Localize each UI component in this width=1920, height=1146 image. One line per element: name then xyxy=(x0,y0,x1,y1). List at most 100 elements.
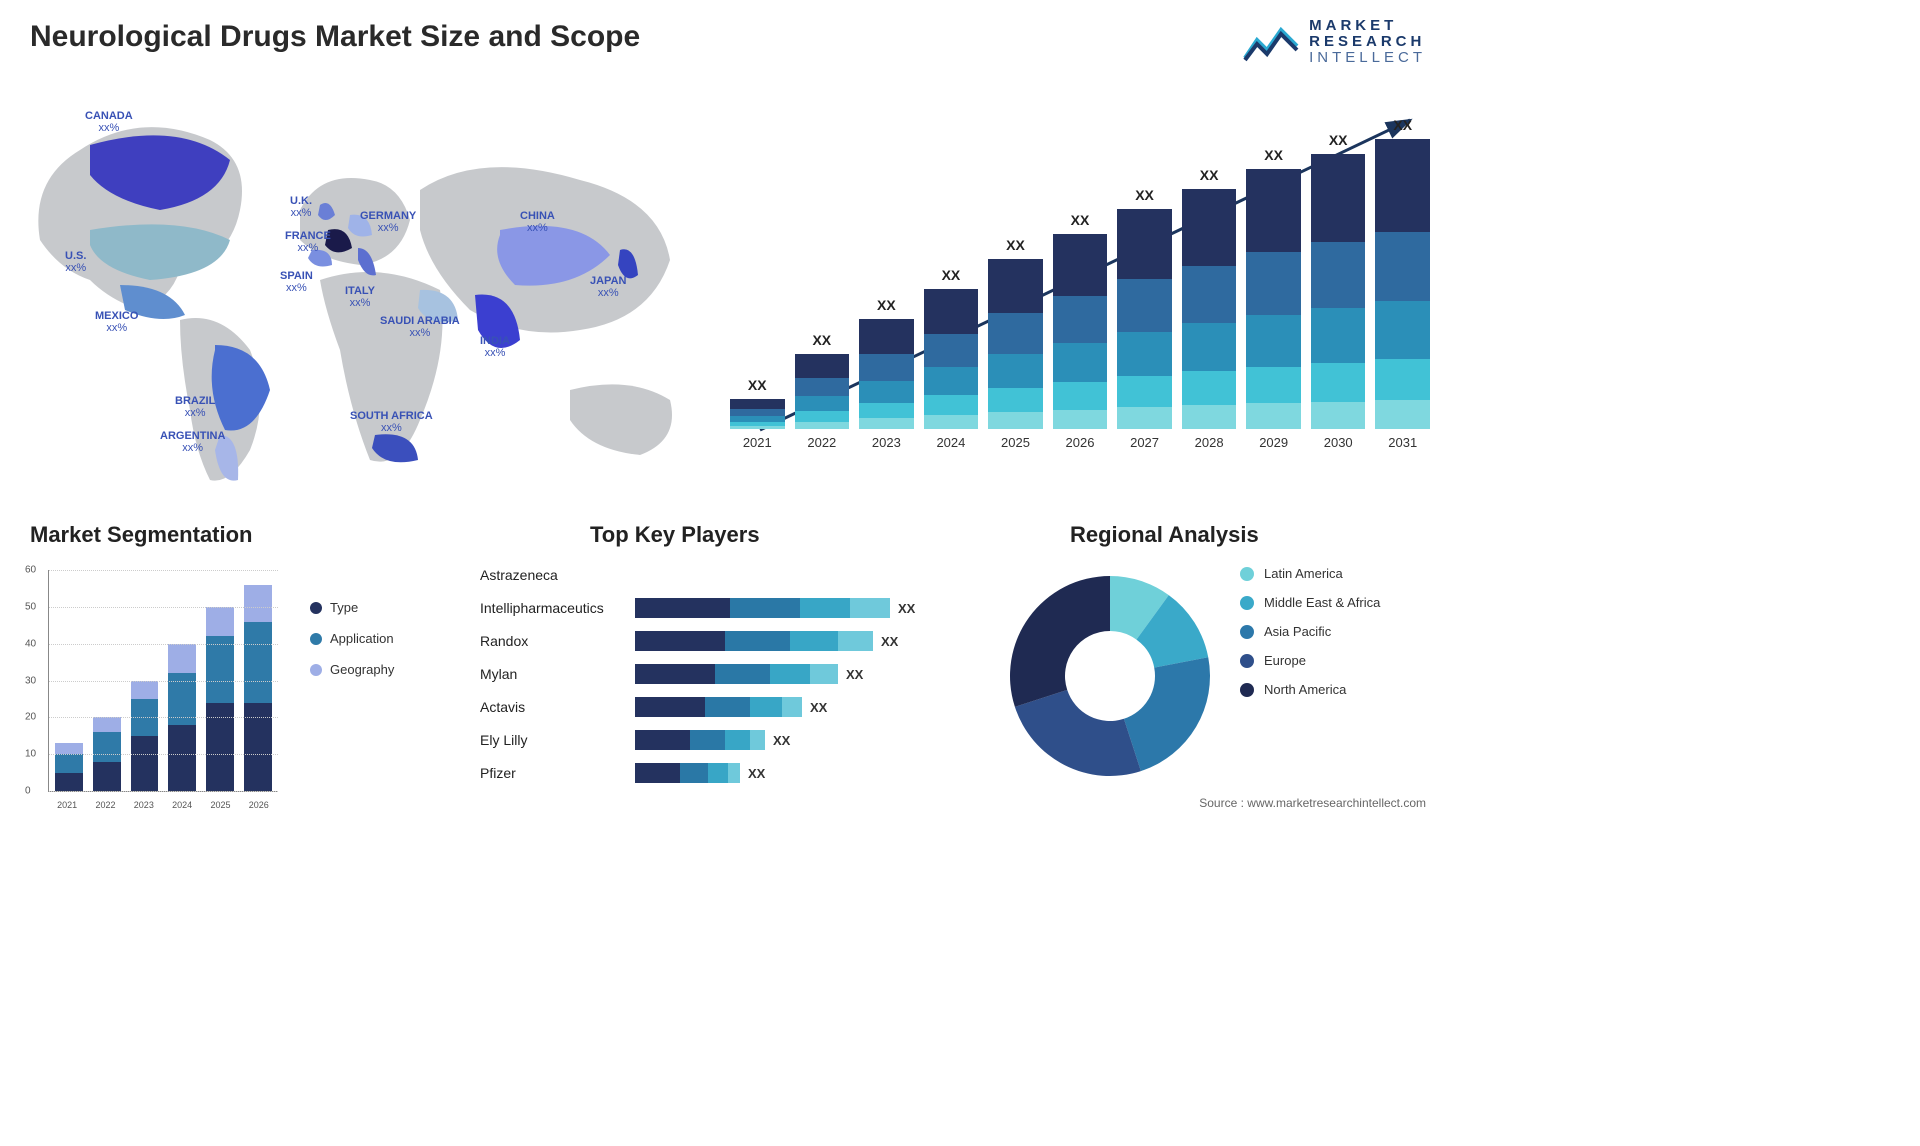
growth-bar-value: XX xyxy=(1053,212,1108,228)
key-player-label: Pfizer xyxy=(480,765,635,781)
key-player-value: XX xyxy=(748,766,765,781)
map-country-label: SPAINxx% xyxy=(280,270,313,294)
key-player-bar xyxy=(635,763,740,783)
key-player-row: Actavis XX xyxy=(480,692,970,722)
page-title: Neurological Drugs Market Size and Scope xyxy=(30,20,640,54)
growth-x-label: 2022 xyxy=(807,435,836,450)
growth-bar: XX2023 xyxy=(859,319,914,450)
growth-bar-value: XX xyxy=(1375,117,1430,133)
key-player-label: Actavis xyxy=(480,699,635,715)
growth-bar: XX2027 xyxy=(1117,209,1172,450)
key-player-row: Mylan XX xyxy=(480,659,970,689)
logo-mark-icon xyxy=(1243,22,1299,62)
source-label: Source : www.marketresearchintellect.com xyxy=(1199,796,1426,810)
logo-text: MARKET RESEARCH INTELLECT xyxy=(1309,18,1426,65)
growth-bar: XX2029 xyxy=(1246,169,1301,450)
growth-bar-value: XX xyxy=(795,332,850,348)
map-country-label: CANADAxx% xyxy=(85,110,133,134)
growth-bar-value: XX xyxy=(1246,147,1301,163)
logo-line3: INTELLECT xyxy=(1309,50,1426,66)
key-player-label: Intellipharmaceutics xyxy=(480,600,635,616)
map-country-label: ITALYxx% xyxy=(345,285,375,309)
key-player-row: Intellipharmaceutics XX xyxy=(480,593,970,623)
growth-bar: XX2031 xyxy=(1375,139,1430,450)
map-country-label: FRANCExx% xyxy=(285,230,331,254)
growth-bar: XX2030 xyxy=(1311,154,1366,450)
key-player-bar xyxy=(635,697,802,717)
regional-legend-item: Middle East & Africa xyxy=(1240,595,1380,610)
world-map: CANADAxx% U.S.xx% MEXICOxx% BRAZILxx% ARGENT… xyxy=(20,90,710,490)
growth-bar-value: XX xyxy=(730,377,785,393)
growth-x-label: 2027 xyxy=(1130,435,1159,450)
segmentation-heading: Market Segmentation xyxy=(30,522,253,548)
key-player-bar xyxy=(635,598,890,618)
segmentation-legend-item: Type xyxy=(310,600,394,615)
growth-x-label: 2031 xyxy=(1388,435,1417,450)
donut-slice xyxy=(1010,576,1110,707)
regional-legend: Latin America Middle East & Africa Asia Pa… xyxy=(1240,566,1380,711)
growth-bar: XX2022 xyxy=(795,354,850,450)
key-player-label: Astrazeneca xyxy=(480,567,635,583)
map-country-label: MEXICOxx% xyxy=(95,310,138,334)
regional-chart: Latin America Middle East & Africa Asia Pa… xyxy=(1000,556,1440,806)
brand-logo: MARKET RESEARCH INTELLECT xyxy=(1243,18,1426,65)
growth-x-label: 2028 xyxy=(1195,435,1224,450)
growth-x-label: 2023 xyxy=(872,435,901,450)
growth-x-label: 2021 xyxy=(743,435,772,450)
segmentation-legend-item: Application xyxy=(310,631,394,646)
key-player-bar xyxy=(635,730,765,750)
key-player-value: XX xyxy=(881,634,898,649)
donut-slice xyxy=(1124,657,1210,771)
key-player-row: Pfizer XX xyxy=(480,758,970,788)
key-player-row: Randox XX xyxy=(480,626,970,656)
growth-bar-value: XX xyxy=(924,267,979,283)
map-country-shape xyxy=(212,345,270,431)
growth-chart: XX2021XX2022XX2023XX2024XX2025XX2026XX20… xyxy=(730,100,1430,470)
segmentation-bar xyxy=(131,681,159,791)
map-country-label: INDIAxx% xyxy=(480,335,510,359)
map-country-label: BRAZILxx% xyxy=(175,395,215,419)
segmentation-legend: Type Application Geography xyxy=(310,600,394,693)
map-country-label: JAPANxx% xyxy=(590,275,626,299)
segmentation-legend-item: Geography xyxy=(310,662,394,677)
growth-bar-value: XX xyxy=(859,297,914,313)
key-player-label: Mylan xyxy=(480,666,635,682)
regional-legend-item: Asia Pacific xyxy=(1240,624,1380,639)
key-player-row: Ely LillyXX xyxy=(480,725,970,755)
key-players-chart: Astrazeneca Intellipharmaceutics XX Randox X… xyxy=(480,556,970,806)
growth-bar-value: XX xyxy=(988,237,1043,253)
key-player-row: Astrazeneca xyxy=(480,560,970,590)
growth-x-label: 2025 xyxy=(1001,435,1030,450)
key-player-value: XX xyxy=(773,733,790,748)
regional-legend-item: North America xyxy=(1240,682,1380,697)
growth-bar-value: XX xyxy=(1182,167,1237,183)
regional-heading: Regional Analysis xyxy=(1070,522,1259,548)
logo-line2: RESEARCH xyxy=(1309,34,1426,50)
growth-x-label: 2026 xyxy=(1066,435,1095,450)
key-player-value: XX xyxy=(810,700,827,715)
key-player-bar xyxy=(635,631,873,651)
map-country-label: U.S.xx% xyxy=(65,250,86,274)
donut-slice xyxy=(1015,690,1141,776)
map-country-label: GERMANYxx% xyxy=(360,210,416,234)
map-country-label: ARGENTINAxx% xyxy=(160,430,225,454)
key-player-bar xyxy=(635,664,838,684)
growth-bar-value: XX xyxy=(1117,187,1172,203)
growth-x-label: 2029 xyxy=(1259,435,1288,450)
growth-bar: XX2021 xyxy=(730,399,785,450)
regional-legend-item: Europe xyxy=(1240,653,1380,668)
map-country-label: SAUDI ARABIAxx% xyxy=(380,315,460,339)
map-country-label: U.K.xx% xyxy=(290,195,312,219)
growth-bar: XX2026 xyxy=(1053,234,1108,450)
segmentation-chart: 0102030405060 202120222023202420252026 T… xyxy=(20,560,460,810)
key-player-value: XX xyxy=(898,601,915,616)
key-player-label: Randox xyxy=(480,633,635,649)
regional-legend-item: Latin America xyxy=(1240,566,1380,581)
segmentation-bar xyxy=(55,743,83,791)
growth-bar: XX2028 xyxy=(1182,189,1237,450)
key-player-value: XX xyxy=(846,667,863,682)
growth-bar-value: XX xyxy=(1311,132,1366,148)
segmentation-bar xyxy=(206,607,234,791)
map-country-label: SOUTH AFRICAxx% xyxy=(350,410,433,434)
donut-svg xyxy=(1000,566,1220,786)
